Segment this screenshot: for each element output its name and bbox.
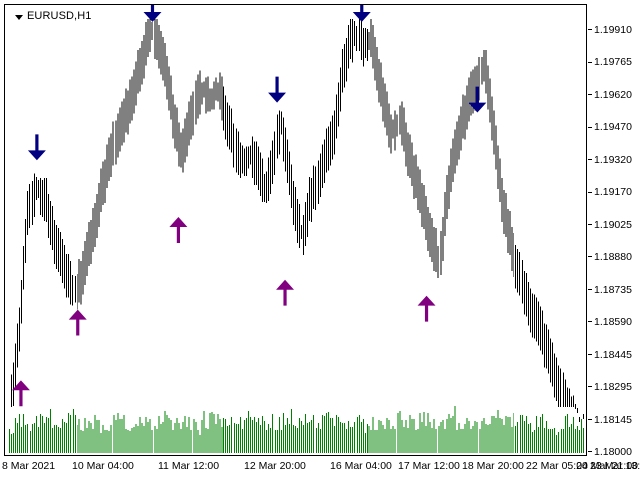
sell-arrow-icon[interactable] (27, 134, 46, 161)
tick-mark (588, 256, 592, 258)
tick-mark (588, 288, 592, 290)
price-axis-tick-label: 1.18590 (594, 316, 632, 329)
price-axis-tick-label: 1.19910 (594, 24, 632, 36)
buy-signal-2[interactable] (68, 309, 87, 336)
price-axis-tick: 1.18145 (588, 413, 632, 426)
price-axis-tick: 1.18295 (588, 382, 632, 393)
price-axis-tick: 1.18880 (588, 252, 632, 263)
volume-histogram-layer (8, 406, 585, 454)
tick-mark (588, 94, 592, 96)
tick-mark (588, 159, 592, 161)
sell-arrow-icon[interactable] (352, 5, 371, 22)
price-axis-tick: 1.18445 (588, 348, 632, 361)
price-axis-tick: 1.18590 (588, 317, 632, 328)
time-axis-tick-label: 18 Mar 20:00 (462, 460, 524, 472)
time-axis-tick-label: 11 Mar 12:00 (158, 460, 220, 472)
price-axis-tick: 1.19620 (588, 90, 632, 101)
price-axis-tick: 1.18000 (588, 447, 632, 458)
time-axis-tick-label: 10 Mar 04:00 (72, 460, 134, 472)
price-axis-tick-label: 1.19320 (594, 153, 632, 166)
price-axis-tick: 1.19765 (588, 57, 632, 68)
tick-mark (588, 353, 592, 355)
buy-signal-4[interactable] (276, 279, 295, 306)
symbol-timeframe-label: EURUSD,H1 (27, 10, 92, 22)
price-axis-tick-label: 1.19620 (594, 88, 632, 101)
sell-arrow-icon[interactable] (468, 86, 487, 113)
signal-arrows-layer (11, 5, 487, 407)
price-axis-tick-label: 1.19765 (594, 56, 632, 69)
price-axis-tick: 1.19320 (588, 155, 632, 166)
chart-frame[interactable]: EURUSD,H1 (4, 4, 587, 456)
plot-area[interactable] (5, 5, 586, 455)
buy-signal-3[interactable] (169, 217, 188, 243)
price-axis-tick-label: 1.18735 (594, 283, 632, 296)
tick-mark (588, 386, 592, 388)
time-axis-tick-label: 16 Mar 04:00 (330, 460, 392, 472)
price-axis-tick-label: 1.19170 (594, 186, 632, 199)
price-axis-tick-label: 1.19025 (594, 218, 632, 231)
time-axis-tick-label: 22 Mar 05:00 (526, 460, 588, 472)
buy-signal-1[interactable] (11, 380, 30, 407)
price-axis-tick: 1.19025 (588, 220, 632, 231)
price-axis-tick: 1.18735 (588, 283, 632, 296)
sell-signal-2[interactable] (143, 5, 162, 22)
price-axis-tick-label: 1.18880 (594, 251, 632, 264)
time-axis-tick-label: 12 Mar 20:00 (244, 460, 306, 472)
price-axis-tick-label: 1.18445 (594, 348, 632, 361)
buy-arrow-icon[interactable] (417, 295, 436, 322)
chevron-down-icon[interactable] (15, 15, 23, 20)
sell-signal-4[interactable] (352, 5, 371, 22)
sell-signal-3[interactable] (268, 76, 287, 103)
page-title: EURUSD,H1 (15, 10, 91, 22)
buy-arrow-icon[interactable] (68, 309, 87, 336)
price-axis-tick: 1.19470 (588, 122, 632, 133)
sell-signal-5[interactable] (468, 86, 487, 113)
tick-mark (588, 29, 592, 31)
price-axis-tick: 1.19170 (588, 187, 632, 198)
buy-arrow-icon[interactable] (276, 279, 295, 306)
price-axis-tick-label: 1.19470 (594, 121, 632, 134)
price-axis-tick: 1.19910 (588, 25, 632, 36)
sell-arrow-icon[interactable] (268, 76, 287, 103)
tick-mark (588, 451, 592, 453)
sell-signal-1[interactable] (27, 134, 46, 161)
price-axis-tick-label: 1.18000 (594, 446, 632, 458)
buy-signal-5[interactable] (417, 295, 436, 322)
tick-mark (588, 61, 592, 63)
price-axis-tick-label: 1.18295 (594, 381, 632, 394)
time-axis-tick-label: 8 Mar 2021 (2, 460, 56, 472)
time-axis-tick-label: 17 Mar 12:00 (398, 460, 460, 472)
sell-arrow-icon[interactable] (143, 5, 162, 22)
tick-mark (588, 191, 592, 193)
time-axis[interactable]: 8 Mar 2021 10 Mar 04:00 11 Mar 12:00 12 Mar… (0, 458, 640, 480)
price-axis-tick-label: 1.18145 (594, 413, 632, 426)
price-axis[interactable]: 1.19910 1.19765 1.19620 1.19470 1.19320 1.191… (588, 4, 640, 458)
tick-mark (588, 418, 592, 420)
tick-mark (588, 126, 592, 128)
buy-arrow-icon[interactable] (11, 380, 30, 407)
tick-mark (588, 223, 592, 225)
time-axis-tick-label: 23 Mar 13:00 (590, 460, 640, 472)
buy-arrow-icon[interactable] (169, 217, 188, 243)
time-axis-tick-label: 24 Mar 21:00 (576, 460, 638, 472)
tick-mark (588, 321, 592, 323)
